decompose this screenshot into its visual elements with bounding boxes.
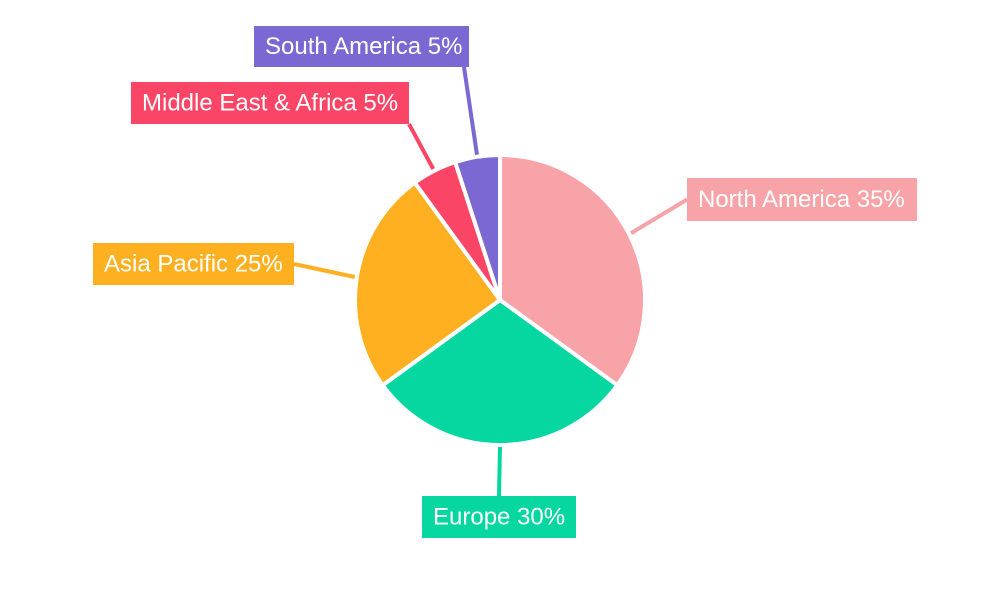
svg-text:Asia Pacific 25%: Asia Pacific 25% [104,251,283,278]
svg-text:Europe 30%: Europe 30% [433,504,565,531]
svg-text:Middle East & Africa 5%: Middle East & Africa 5% [142,90,398,117]
svg-text:South America 5%: South America 5% [265,33,462,60]
svg-text:North America 35%: North America 35% [698,186,905,213]
